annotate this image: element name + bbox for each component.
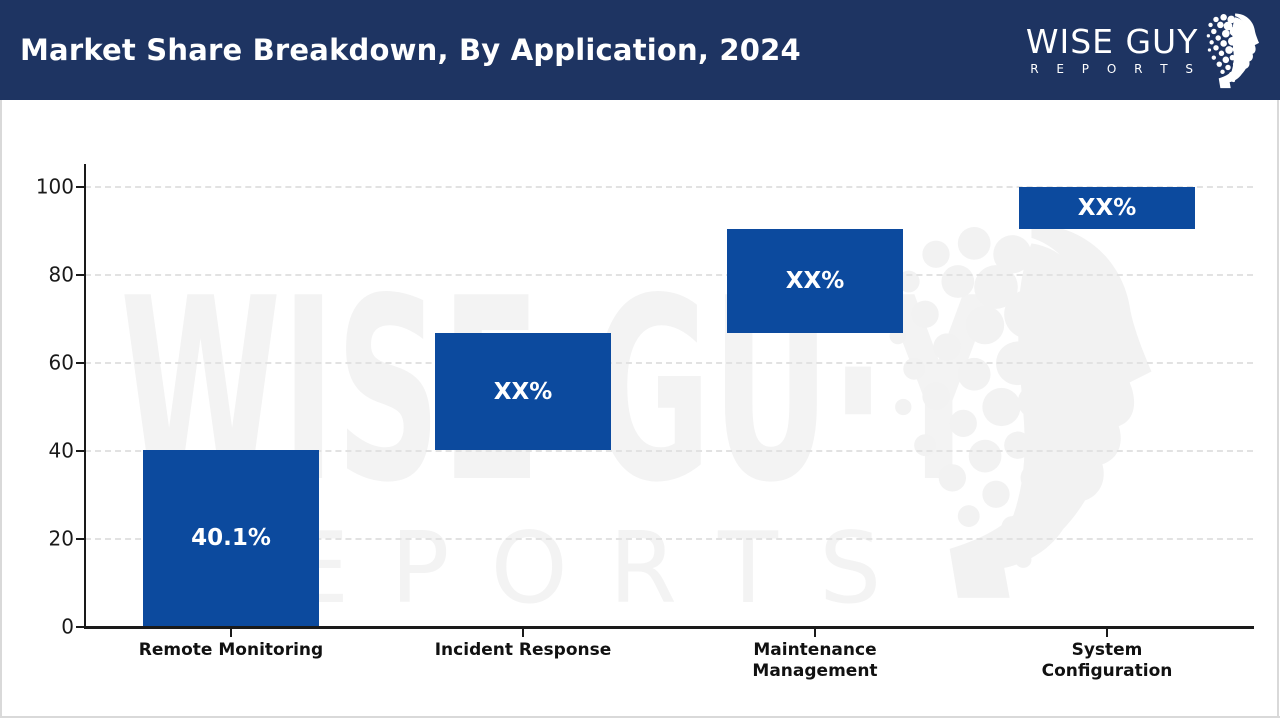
y-axis-tick-label: 80	[48, 262, 74, 287]
bar-value-label: XX%	[493, 378, 553, 405]
logo-name: WISE GUY	[1025, 21, 1199, 61]
y-axis-tick	[76, 186, 85, 188]
page-title: Market Share Breakdown, By Application, …	[20, 33, 801, 67]
y-axis-tick-label: 100	[35, 174, 74, 199]
x-axis-tick	[230, 629, 232, 637]
x-axis-tick	[814, 629, 816, 637]
bar	[435, 333, 611, 451]
header-bar: Market Share Breakdown, By Application, …	[0, 0, 1280, 100]
category-label: Incident Response	[434, 640, 612, 660]
y-axis-tick	[76, 537, 85, 540]
grid-line	[85, 449, 1253, 452]
y-axis-tick	[76, 273, 85, 276]
bar-value-label: 40.1%	[191, 525, 271, 552]
y-axis-tick-label: 40	[48, 438, 74, 463]
grid-line	[85, 537, 1253, 540]
head-profile-icon	[1204, 11, 1264, 89]
frame-border-right	[1277, 100, 1279, 718]
bar	[1019, 187, 1195, 229]
category-label: Maintenance Management	[752, 640, 878, 681]
bar	[727, 228, 903, 334]
frame-border-bottom	[0, 716, 1280, 718]
bar	[143, 450, 319, 627]
y-axis-tick-label: 60	[48, 350, 74, 375]
logo-subtitle: R E P O R T S	[1030, 61, 1200, 76]
y-axis-line	[84, 164, 86, 629]
y-axis-tick-label: 20	[48, 526, 74, 551]
grid-line	[85, 361, 1253, 364]
bar-value-label: XX%	[785, 268, 845, 295]
y-axis-tick	[76, 361, 85, 364]
category-label: Remote Monitoring	[138, 640, 324, 660]
wise-guy-reports-logo: WISE GUY R E P O R T S	[1024, 11, 1264, 89]
grid-line	[85, 273, 1253, 276]
frame-border-left	[0, 100, 2, 718]
y-axis-tick	[76, 449, 85, 452]
grid-line	[85, 186, 1253, 188]
x-axis-tick	[1106, 629, 1108, 637]
x-axis-tick	[522, 629, 524, 637]
bar-value-label: XX%	[1077, 194, 1137, 221]
category-label: System Configuration	[1041, 640, 1173, 681]
y-axis-tick	[76, 625, 85, 628]
x-axis-line	[84, 626, 1254, 629]
y-axis-tick-label: 0	[61, 614, 74, 639]
